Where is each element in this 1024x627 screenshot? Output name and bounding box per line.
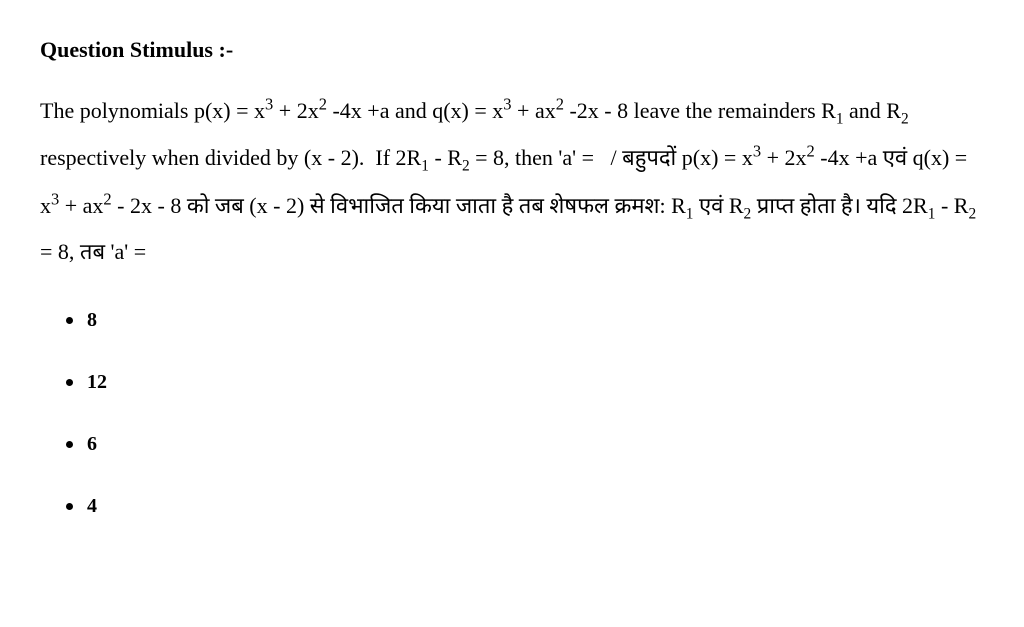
options-list: 8 12 6 4: [40, 302, 984, 524]
option-item[interactable]: 8: [66, 302, 984, 338]
option-label: 8: [87, 302, 97, 338]
option-label: 6: [87, 426, 97, 462]
bullet-icon: [66, 317, 73, 324]
option-label: 12: [87, 364, 107, 400]
option-item[interactable]: 4: [66, 488, 984, 524]
option-label: 4: [87, 488, 97, 524]
option-item[interactable]: 12: [66, 364, 984, 400]
bullet-icon: [66, 441, 73, 448]
question-title: Question Stimulus :-: [40, 30, 984, 70]
passage-text: The polynomials p(x) = x3 + 2x2 -4x +a a…: [40, 98, 976, 264]
bullet-icon: [66, 379, 73, 386]
question-passage: The polynomials p(x) = x3 + 2x2 -4x +a a…: [40, 88, 984, 275]
bullet-icon: [66, 503, 73, 510]
option-item[interactable]: 6: [66, 426, 984, 462]
